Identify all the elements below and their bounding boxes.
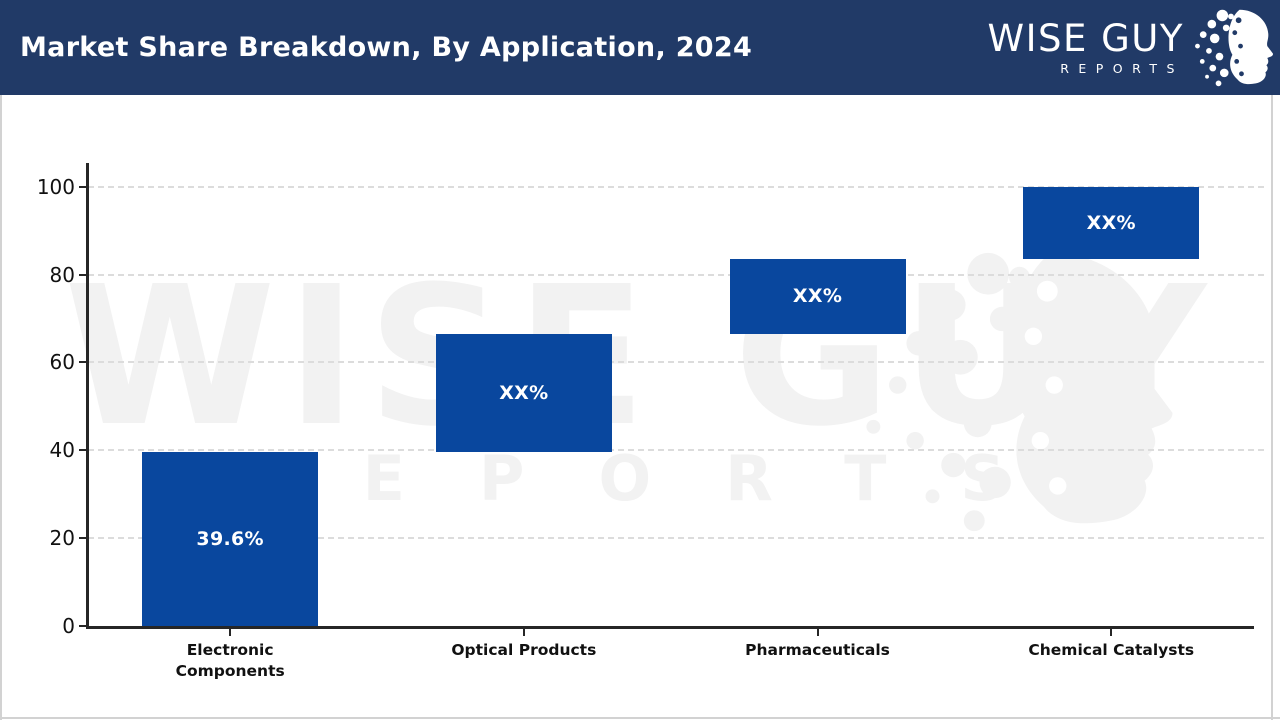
x-axis-tick xyxy=(1110,628,1113,636)
y-axis-tick-label: 80 xyxy=(49,262,75,287)
brand-subtitle: REPORTS xyxy=(1060,60,1184,76)
gridline xyxy=(88,361,1264,364)
brand-text: WISE GUY REPORTS xyxy=(988,20,1184,76)
brand-logo: WISE GUY REPORTS xyxy=(988,3,1274,92)
watermark-brand-text: WISE GUY xyxy=(63,246,1217,469)
left-border xyxy=(0,95,2,720)
right-border xyxy=(1271,95,1273,720)
brand-face-icon xyxy=(1195,9,1274,86)
y-axis-tick-label: 60 xyxy=(49,350,75,375)
y-axis-tick-label: 20 xyxy=(49,526,75,551)
gridline xyxy=(88,449,1264,452)
x-axis-tick xyxy=(229,628,232,636)
y-axis-tick xyxy=(79,537,88,540)
x-axis-category-label: Electronic Components xyxy=(175,641,285,680)
bar-value-label: XX% xyxy=(792,285,843,308)
bar-electronic-components: 39.6% xyxy=(142,452,319,626)
bar-value-label: XX% xyxy=(499,381,549,404)
x-axis-line xyxy=(86,626,1254,629)
y-axis-tick xyxy=(79,361,88,364)
bar-value-label: XX% xyxy=(1086,211,1136,234)
y-axis-tick-label: 0 xyxy=(62,614,75,638)
gridline xyxy=(88,185,1264,188)
y-axis-tick xyxy=(79,273,88,276)
bar-pharmaceuticals: XX% xyxy=(729,259,906,334)
y-axis-tick xyxy=(79,185,88,188)
bar-value-label: 39.6% xyxy=(196,528,264,550)
y-axis-tick-label: 40 xyxy=(49,438,75,463)
y-axis-tick xyxy=(79,449,88,452)
y-axis-line xyxy=(86,163,89,628)
header: Market Share Breakdown, By Application, … xyxy=(0,0,1280,95)
y-axis-tick-label: 100 xyxy=(36,174,75,199)
x-axis-category-label: Optical Products xyxy=(451,641,597,659)
page-title: Market Share Breakdown, By Application, … xyxy=(20,32,753,63)
bar-chemical-catalysts: XX% xyxy=(1023,186,1200,260)
gridline xyxy=(88,273,1264,276)
y-axis-tick xyxy=(79,625,88,627)
bottom-border xyxy=(0,717,1280,719)
x-axis-category-label: Pharmaceuticals xyxy=(745,641,890,659)
gridline xyxy=(88,537,1264,540)
bar-optical-products: XX% xyxy=(435,333,612,452)
x-axis-category-label: Chemical Catalysts xyxy=(1028,641,1195,659)
x-axis-tick xyxy=(816,628,819,636)
brand-name: WISE GUY xyxy=(987,16,1184,60)
x-axis-tick xyxy=(522,628,525,636)
